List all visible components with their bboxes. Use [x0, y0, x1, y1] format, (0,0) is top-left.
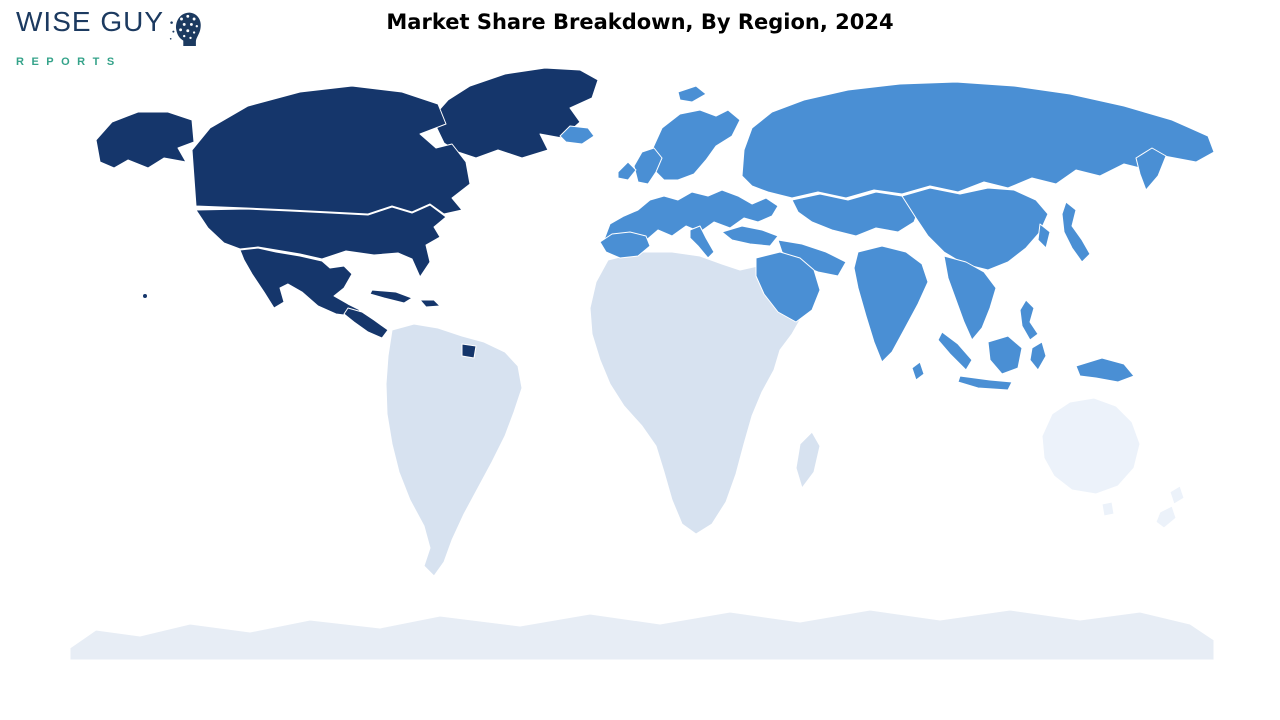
chart-title: Market Share Breakdown, By Region, 2024: [386, 10, 894, 34]
territory-french-guiana: [461, 343, 477, 359]
landmass-southeast-asia: [943, 255, 997, 341]
landmass-africa: [589, 251, 813, 535]
landmass-alaska: [95, 111, 195, 169]
island-new-zealand-south: [1155, 505, 1177, 529]
island-japan: [1061, 201, 1091, 263]
island-tasmania: [1101, 501, 1115, 517]
landmass-turkey: [721, 225, 779, 247]
island-great-britain: [633, 147, 663, 185]
landmass-antarctica: [69, 609, 1215, 661]
landmass-kamchatka: [1135, 147, 1167, 191]
island-sri-lanka: [911, 361, 925, 381]
island-svalbard: [677, 85, 707, 103]
island-philippines: [1019, 299, 1039, 341]
island-new-guinea: [1075, 357, 1135, 383]
island-sulawesi: [1029, 341, 1047, 371]
island-hispaniola: [419, 299, 441, 308]
landmass-mexico: [239, 247, 361, 317]
island-madagascar: [795, 431, 821, 489]
island-sumatra: [937, 331, 973, 371]
landmass-russia: [741, 81, 1215, 199]
landmass-china: [901, 187, 1049, 271]
logo-wordmark: WISE GUY: [16, 6, 165, 37]
landmass-canada: [191, 85, 471, 215]
landmass-iberia: [599, 231, 651, 259]
island-iceland: [559, 125, 595, 145]
island-borneo: [987, 335, 1023, 375]
island-hawaii: [142, 293, 148, 299]
landmass-europe-mainland: [603, 189, 779, 247]
landmass-arabia: [755, 251, 821, 323]
landmass-italy: [689, 225, 715, 259]
logo-head-icon: [168, 8, 204, 52]
landmass-india: [853, 245, 929, 363]
landmass-usa: [195, 204, 447, 278]
logo: WISE GUY: [16, 8, 206, 68]
island-new-zealand-north: [1169, 485, 1185, 505]
logo-subtitle: REPORTS: [16, 56, 122, 68]
island-cuba: [369, 289, 413, 304]
landmass-scandinavia: [651, 109, 741, 181]
landmass-south-america: [385, 323, 523, 577]
landmass-greenland: [431, 67, 599, 159]
island-ireland: [617, 161, 637, 181]
landmass-central-america: [343, 307, 389, 339]
landmass-australia: [1041, 397, 1141, 495]
landmass-korea: [1037, 223, 1051, 249]
landmass-central-asia: [791, 191, 921, 237]
island-java: [957, 375, 1013, 391]
